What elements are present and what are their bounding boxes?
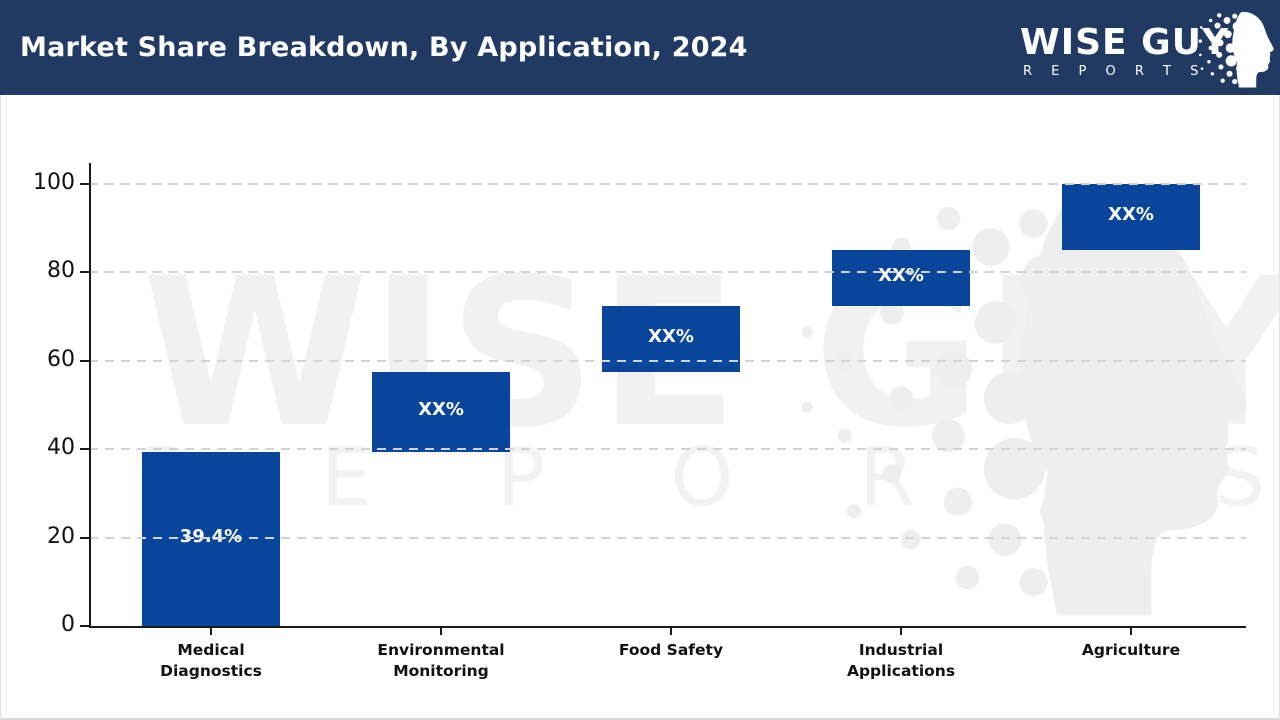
y-tick-label-100: 100: [33, 170, 75, 195]
category-label-1: Environmental Monitoring: [377, 641, 505, 680]
x-tick-mark-2: [670, 628, 672, 635]
bar-value-label: XX%: [418, 398, 464, 420]
gridline-100: [89, 183, 1246, 185]
brand-logo-text: WISE GUY: [1020, 22, 1230, 63]
bar-agriculture: XX%: [1062, 184, 1200, 251]
y-tick-mark-40: [80, 448, 89, 451]
bar-environmental-monitoring: XX%: [372, 371, 510, 452]
x-tick-mark-3: [900, 628, 902, 635]
category-label-2: Food Safety: [618, 641, 724, 659]
header-band: Market Share Breakdown, By Application, …: [0, 0, 1280, 95]
x-tick-mark-0: [210, 628, 212, 635]
bar-food-safety: XX%: [602, 305, 740, 372]
gridline-80: [89, 271, 1246, 274]
y-tick-mark-20: [80, 536, 89, 539]
gridline-60: [89, 359, 1246, 362]
y-tick-label-60: 60: [47, 346, 75, 372]
category-label-3: Industrial Applications: [846, 641, 956, 680]
category-label-0: Medical Diagnostics: [160, 641, 262, 680]
y-tick-mark-100: [80, 183, 89, 185]
y-tick-label-80: 80: [47, 258, 75, 284]
x-tick-mark-4: [1130, 628, 1132, 635]
brand-logo-subtext: R E P O R T S: [1023, 64, 1206, 79]
y-tick-mark-0: [80, 625, 89, 627]
bar-value-label: XX%: [1108, 204, 1154, 226]
brand-logo: WISE GUY R E P O R T S: [1020, 6, 1274, 90]
y-tick-mark-80: [80, 271, 89, 274]
bar-medical-diagnostics: 39.4%: [142, 451, 280, 626]
gridline-40: [89, 448, 1246, 451]
image-left-border: [0, 95, 1, 720]
y-tick-mark-60: [80, 359, 89, 362]
chart-plot-area: 0 20 40 60 80 100 39.4% XX% XX% XX% XX% Medical Dia…: [0, 95, 1280, 720]
y-tick-label-0: 0: [61, 612, 75, 637]
x-tick-mark-1: [440, 628, 442, 635]
y-tick-label-40: 40: [47, 435, 75, 461]
y-axis-line: [89, 163, 91, 628]
bar-value-label: 39.4%: [179, 525, 243, 547]
x-axis-line: [89, 626, 1246, 628]
bar-value-label: XX%: [648, 325, 694, 347]
image-bottom-border: [0, 718, 1280, 720]
category-label-4: Agriculture: [1081, 641, 1181, 659]
bar-industrial-applications: XX%: [832, 250, 970, 306]
y-tick-label-20: 20: [47, 523, 75, 549]
page-title: Market Share Breakdown, By Application, …: [20, 32, 748, 63]
gridline-20: [89, 536, 1246, 539]
bar-value-label: XX%: [878, 264, 924, 286]
dotted-head-icon: [1192, 11, 1274, 88]
